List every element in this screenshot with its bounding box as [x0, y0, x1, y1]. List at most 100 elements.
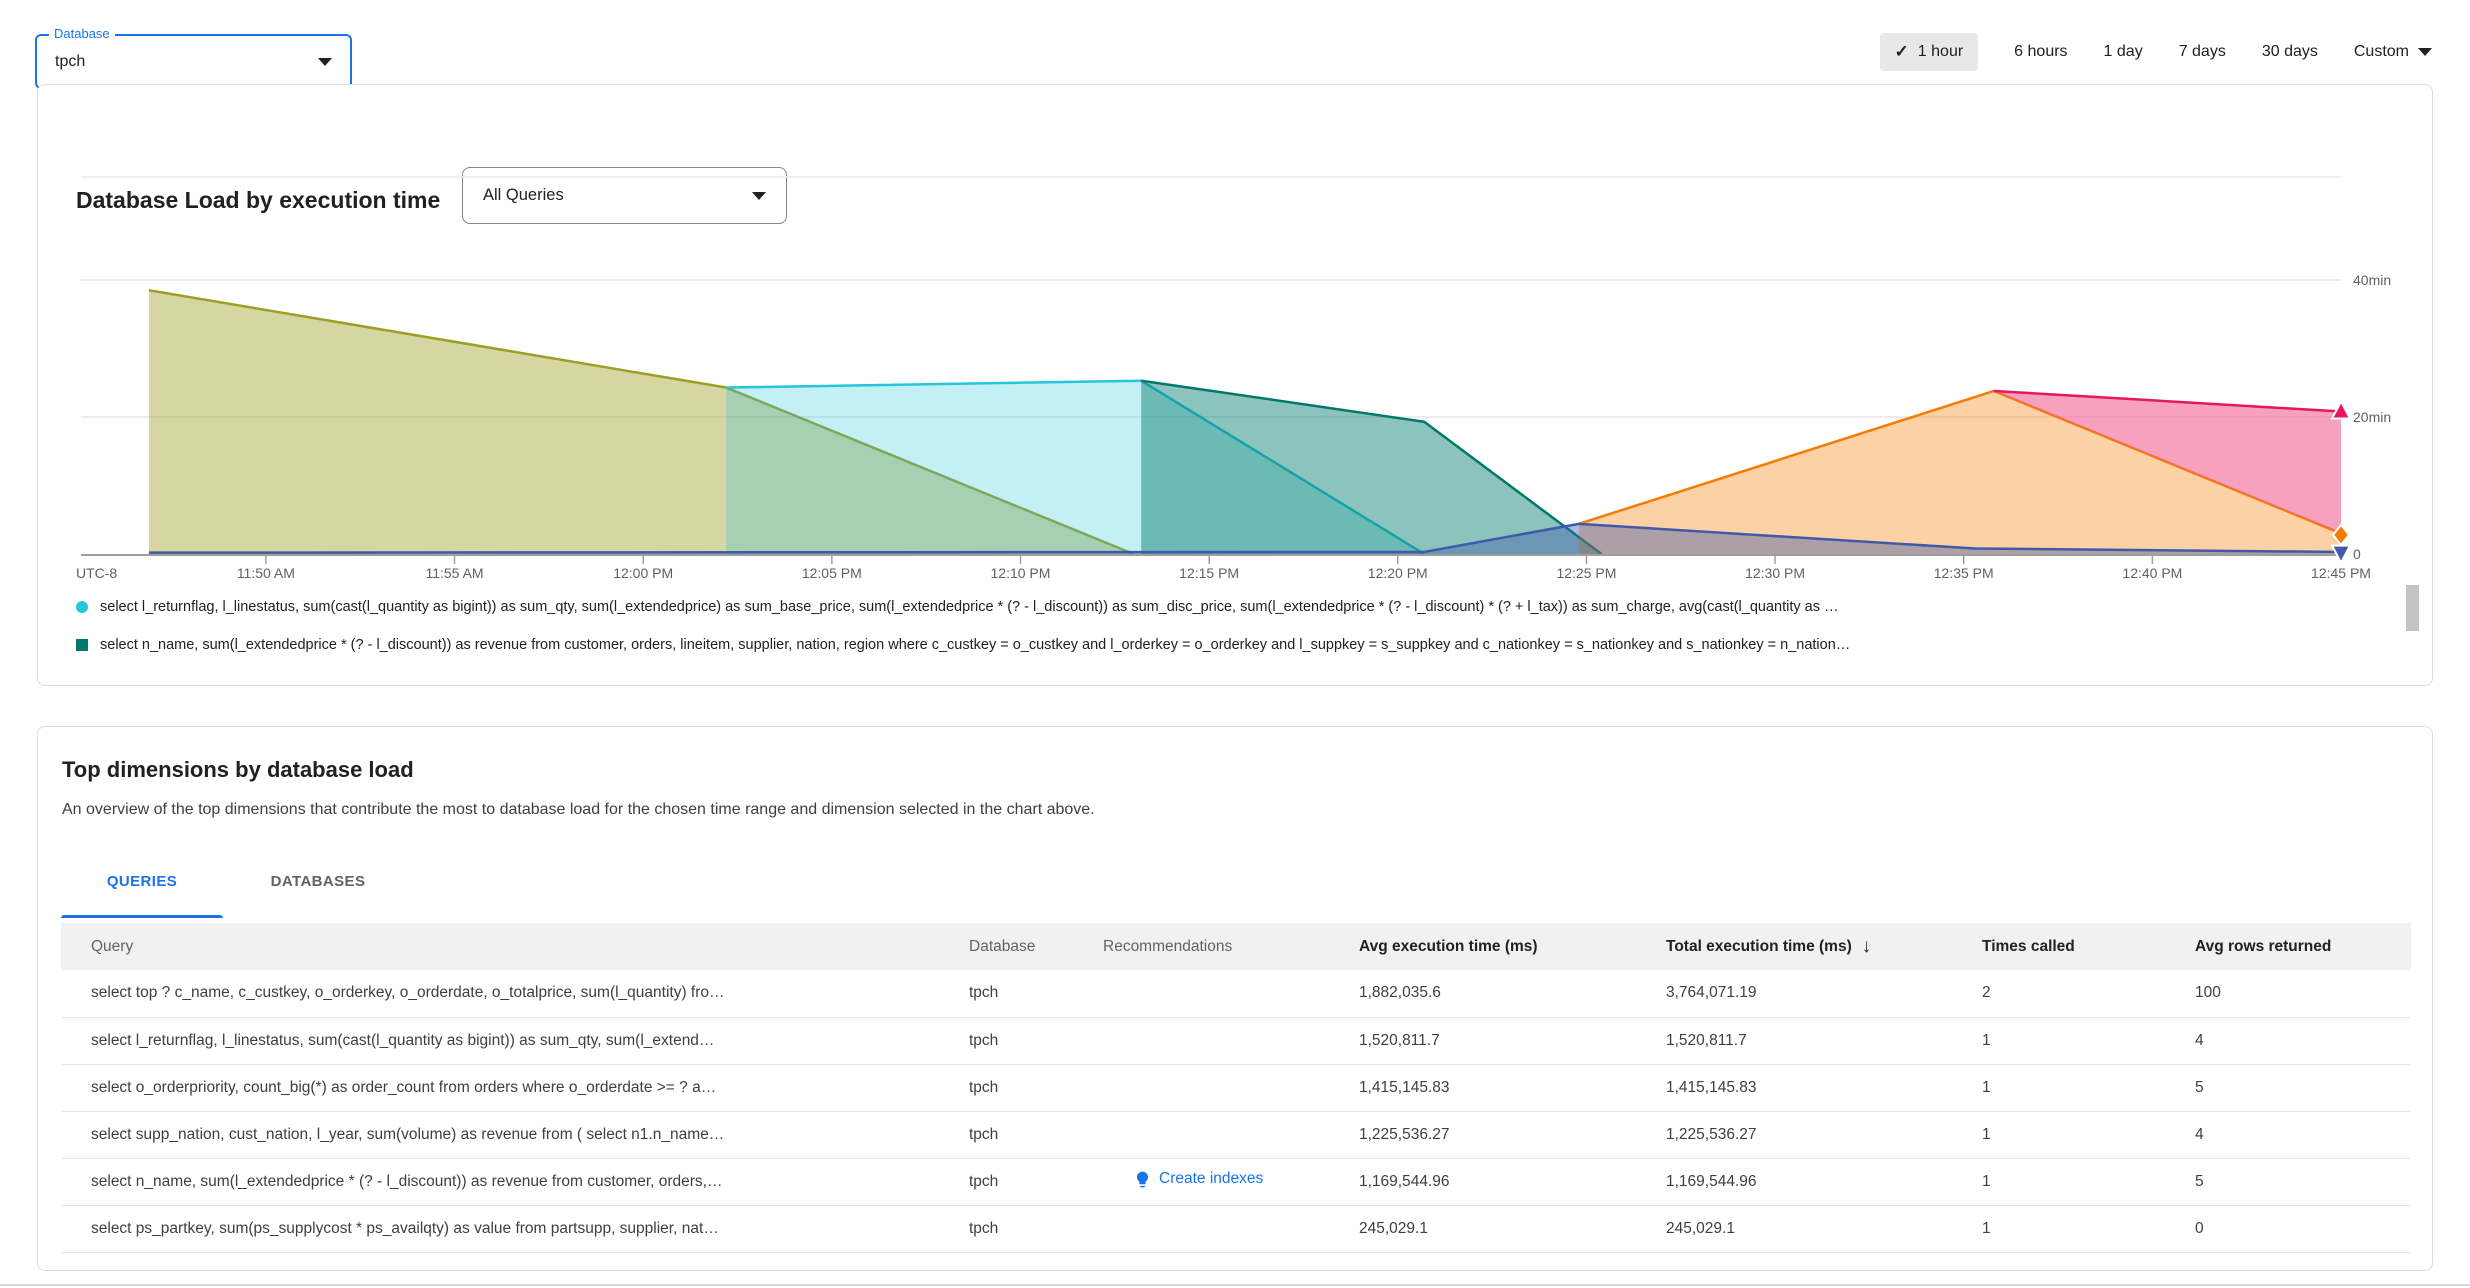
- database-select-label: Database: [49, 26, 115, 41]
- chevron-down-icon: [318, 57, 332, 66]
- time-range-30-days[interactable]: 30 days: [2262, 43, 2318, 61]
- legend-item-2[interactable]: select n_name, sum(l_extendedprice * (? …: [76, 626, 2396, 664]
- x-tick-label: 12:45 PM: [2311, 565, 2371, 581]
- lightbulb-icon: [1136, 1171, 1149, 1187]
- table-body: select top ? c_name, c_custkey, o_orderk…: [61, 970, 2411, 1253]
- database-select[interactable]: Database tpch: [35, 26, 352, 89]
- legend-query-text: select n_name, sum(l_extendedprice * (? …: [100, 637, 1851, 653]
- time-range-6-hours[interactable]: 6 hours: [2014, 43, 2067, 61]
- x-tick-label: 12:20 PM: [1368, 565, 1428, 581]
- recommendations-cell: [1103, 970, 1359, 1018]
- database-cell: tpch: [969, 1111, 1103, 1159]
- timezone-label: UTC-8: [76, 565, 117, 581]
- database-load-area-chart[interactable]: UTC-8 11:50 AM 11:55 AM 12:00 PM 12:05 PM 12:…: [38, 85, 2434, 585]
- times-called-cell: 2: [1982, 970, 2195, 1018]
- table-header-row: Query Database Recommendations Avg executio…: [61, 923, 2411, 970]
- tab-queries[interactable]: QUERIES: [61, 845, 223, 918]
- table-row[interactable]: select o_orderpriority, count_big(*) as …: [61, 1064, 2411, 1112]
- column-header-total-execution-time-ms[interactable]: Total execution time (ms) ↓: [1666, 923, 1982, 970]
- x-tick-label: 12:00 PM: [613, 565, 673, 581]
- database-select-value: tpch: [55, 52, 86, 70]
- query-cell[interactable]: select ps_partkey, sum(ps_supplycost * p…: [61, 1205, 969, 1253]
- avg-execution-time-cell: 1,415,145.83: [1359, 1064, 1666, 1112]
- column-header-recommendations[interactable]: Recommendations: [1103, 923, 1359, 970]
- endpoint-marker-triangle-up: [2330, 399, 2352, 420]
- x-tick-label: 12:35 PM: [1934, 565, 1994, 581]
- sort-descending-icon[interactable]: ↓: [1861, 935, 1872, 957]
- time-range-selector: ✓ 1 hour 6 hours 1 day 7 days 30 days Custom: [1879, 30, 2432, 74]
- column-header-database[interactable]: Database: [969, 923, 1103, 970]
- avg-execution-time-cell: 1,225,536.27: [1359, 1111, 1666, 1159]
- time-range-1-hour[interactable]: ✓ 1 hour: [1879, 33, 1979, 71]
- time-range-custom[interactable]: Custom: [2354, 43, 2432, 61]
- avg-rows-returned-cell: 4: [2195, 1017, 2411, 1065]
- recommendations-cell[interactable]: Create indexes: [1103, 1158, 1359, 1206]
- table-row[interactable]: select l_returnflag, l_linestatus, sum(c…: [61, 1017, 2411, 1065]
- chevron-down-icon: [752, 191, 766, 200]
- database-cell: tpch: [969, 1205, 1103, 1253]
- legend-item-1[interactable]: select l_returnflag, l_linestatus, sum(c…: [76, 588, 2396, 626]
- avg-rows-returned-cell: 0: [2195, 1205, 2411, 1253]
- top-dimensions-title: Top dimensions by database load: [62, 757, 414, 782]
- database-cell: tpch: [969, 1158, 1103, 1206]
- time-range-label: 6 hours: [2014, 43, 2068, 60]
- total-execution-time-cell: 1,520,811.7: [1666, 1017, 1982, 1065]
- queries-table: Query Database Recommendations Avg executio…: [61, 923, 2411, 1253]
- page-bottom-divider: [0, 1284, 2470, 1286]
- legend-scrollbar[interactable]: [2406, 585, 2419, 631]
- query-cell[interactable]: select n_name, sum(l_extendedprice * (? …: [61, 1158, 969, 1206]
- y-tick-label: 0: [2353, 546, 2361, 562]
- database-cell: tpch: [969, 970, 1103, 1018]
- check-icon: ✓: [1894, 42, 1909, 61]
- total-execution-time-cell: 1,225,536.27: [1666, 1111, 1982, 1159]
- line-query-teal-select-n_name: [1141, 379, 1603, 556]
- database-cell: tpch: [969, 1064, 1103, 1112]
- table-row[interactable]: select n_name, sum(l_extendedprice * (? …: [61, 1158, 2411, 1206]
- recommendations-cell: [1103, 1064, 1359, 1112]
- avg-rows-returned-cell: 5: [2195, 1064, 2411, 1112]
- total-execution-time-cell: 1,415,145.83: [1666, 1064, 1982, 1112]
- recommendations-cell: [1103, 1205, 1359, 1253]
- area-query-teal-select-n_name: [1141, 380, 1602, 554]
- legend-swatch-circle: [76, 601, 88, 613]
- column-header-avg-execution-time-ms[interactable]: Avg execution time (ms): [1359, 923, 1666, 970]
- table-row[interactable]: select supp_nation, cust_nation, l_year,…: [61, 1111, 2411, 1159]
- y-tick-label: 40min: [2353, 272, 2391, 288]
- x-tick-label: 12:25 PM: [1556, 565, 1616, 581]
- column-header-query[interactable]: Query: [61, 923, 969, 970]
- chart-title: Database Load by execution time: [76, 187, 441, 213]
- area-query-olive: [148, 290, 1134, 554]
- query-cell[interactable]: select l_returnflag, l_linestatus, sum(c…: [61, 1017, 969, 1065]
- x-tick-label: 11:50 AM: [237, 565, 295, 581]
- time-range-1-day[interactable]: 1 day: [2104, 43, 2143, 61]
- y-tick-label: 20min: [2353, 409, 2391, 425]
- time-range-7-days[interactable]: 7 days: [2179, 43, 2226, 61]
- query-cell[interactable]: select supp_nation, cust_nation, l_year,…: [61, 1111, 969, 1159]
- time-range-label: 1 day: [2103, 43, 2143, 60]
- table-row[interactable]: select ps_partkey, sum(ps_supplycost * p…: [61, 1205, 2411, 1253]
- time-range-label: 7 days: [2178, 43, 2226, 60]
- table-row[interactable]: select top ? c_name, c_custkey, o_orderk…: [61, 970, 2411, 1018]
- times-called-cell: 1: [1982, 1064, 2195, 1112]
- query-cell[interactable]: select o_orderpriority, count_big(*) as …: [61, 1064, 969, 1112]
- dimension-tabs: QUERIES DATABASES: [61, 845, 413, 921]
- active-tab-underline: [61, 915, 223, 918]
- column-header-avg-rows-returned[interactable]: Avg rows returned: [2195, 923, 2411, 970]
- column-header-times-called[interactable]: Times called: [1982, 923, 2195, 970]
- recommendation-label: Create indexes: [1159, 1170, 1264, 1187]
- create-indexes-link[interactable]: Create indexes: [1133, 1170, 1263, 1189]
- database-cell: tpch: [969, 1017, 1103, 1065]
- area-query-blue: [148, 523, 2342, 554]
- tab-label: QUERIES: [106, 873, 178, 890]
- legend-query-text: select l_returnflag, l_linestatus, sum(c…: [100, 599, 1839, 615]
- tab-databases[interactable]: DATABASES: [223, 845, 413, 918]
- x-tick-label: 12:10 PM: [991, 565, 1051, 581]
- area-query-cyan-select-l_returnflag: [726, 380, 1425, 554]
- total-execution-time-cell: 245,029.1: [1666, 1205, 1982, 1253]
- x-tick-label: 12:05 PM: [802, 565, 862, 581]
- times-called-cell: 1: [1982, 1111, 2195, 1159]
- x-tick-label: 12:15 PM: [1179, 565, 1239, 581]
- top-dimensions-card: Top dimensions by database load An overv…: [37, 726, 2433, 1271]
- query-cell[interactable]: select top ? c_name, c_custkey, o_orderk…: [61, 970, 969, 1018]
- area-query-orange: [1578, 390, 2342, 554]
